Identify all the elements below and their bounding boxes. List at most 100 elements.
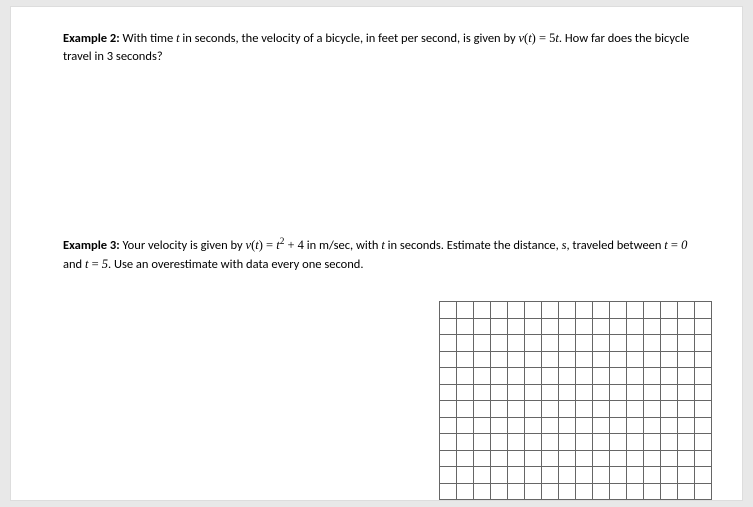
grid-cell bbox=[695, 450, 712, 467]
grid-cell bbox=[644, 483, 661, 500]
grid-cell bbox=[542, 351, 559, 368]
grid-cell bbox=[627, 434, 644, 451]
grid-cell bbox=[610, 335, 627, 352]
grid-cell bbox=[678, 467, 695, 484]
grid-cell bbox=[610, 483, 627, 500]
grid-cell bbox=[627, 483, 644, 500]
grid-cell bbox=[593, 467, 610, 484]
grid-cell bbox=[695, 318, 712, 335]
grid-cell bbox=[678, 483, 695, 500]
grid-cell bbox=[474, 335, 491, 352]
grid-cell bbox=[474, 318, 491, 335]
grid-cell bbox=[559, 401, 576, 418]
grid-cell bbox=[457, 335, 474, 352]
grid-cell bbox=[491, 368, 508, 385]
text-and: and bbox=[63, 257, 85, 272]
grid-cell bbox=[559, 467, 576, 484]
grid-cell bbox=[576, 450, 593, 467]
example-3-text-d: , traveled between bbox=[566, 238, 664, 253]
grid-cell bbox=[440, 302, 457, 319]
grid-cell bbox=[457, 434, 474, 451]
grid-cell bbox=[559, 434, 576, 451]
grid-cell bbox=[695, 434, 712, 451]
grid-cell bbox=[491, 483, 508, 500]
grid-cell bbox=[474, 467, 491, 484]
grid-cell bbox=[440, 335, 457, 352]
grid-cell bbox=[525, 351, 542, 368]
grid-cell bbox=[491, 417, 508, 434]
grid-cell bbox=[610, 318, 627, 335]
grid-cell bbox=[491, 351, 508, 368]
grid-cell bbox=[576, 335, 593, 352]
grid-cell bbox=[542, 335, 559, 352]
grid-cell bbox=[559, 302, 576, 319]
grid-cell bbox=[457, 401, 474, 418]
grid-cell bbox=[644, 384, 661, 401]
grid-cell bbox=[576, 467, 593, 484]
grid-cell bbox=[508, 434, 525, 451]
grid-cell bbox=[491, 450, 508, 467]
grid-cell bbox=[542, 368, 559, 385]
grid-cell bbox=[661, 417, 678, 434]
grid-cell bbox=[576, 318, 593, 335]
grid-cell bbox=[661, 368, 678, 385]
grid-cell bbox=[661, 483, 678, 500]
grid-cell bbox=[593, 417, 610, 434]
grid-cell bbox=[661, 434, 678, 451]
grid-cell bbox=[508, 467, 525, 484]
grid-cell bbox=[542, 417, 559, 434]
grid-cell bbox=[678, 318, 695, 335]
grid-cell bbox=[491, 318, 508, 335]
grid-cell bbox=[661, 302, 678, 319]
grid-cell bbox=[457, 351, 474, 368]
grid-cell bbox=[474, 401, 491, 418]
grid-cell bbox=[644, 318, 661, 335]
grid-cell bbox=[678, 450, 695, 467]
grid-cell bbox=[593, 434, 610, 451]
example-2-text-a: With time bbox=[120, 31, 176, 46]
grid-cell bbox=[440, 384, 457, 401]
grid-cell bbox=[576, 401, 593, 418]
grid-cell bbox=[661, 450, 678, 467]
grid-cell bbox=[457, 467, 474, 484]
grid-cell bbox=[661, 318, 678, 335]
rhs-plus-3: + 4 bbox=[284, 238, 304, 252]
grid-cell bbox=[525, 384, 542, 401]
grid-cell bbox=[440, 368, 457, 385]
grid-cell bbox=[559, 368, 576, 385]
grid-cell bbox=[457, 483, 474, 500]
grid-cell bbox=[440, 434, 457, 451]
grid-cell bbox=[508, 483, 525, 500]
grid-cell bbox=[678, 434, 695, 451]
grid-cell bbox=[610, 450, 627, 467]
grid-cell bbox=[457, 368, 474, 385]
grid-cell bbox=[542, 318, 559, 335]
grid-cell bbox=[576, 384, 593, 401]
grid-cell bbox=[576, 434, 593, 451]
grid-cell bbox=[593, 384, 610, 401]
grid-cell bbox=[678, 351, 695, 368]
example-2-text-b: in seconds, the velocity of a bicycle, i… bbox=[180, 31, 519, 46]
grid-cell bbox=[457, 417, 474, 434]
example-2: Example 2: With time t in seconds, the v… bbox=[63, 29, 690, 66]
grid-cell bbox=[508, 302, 525, 319]
grid-cell bbox=[457, 302, 474, 319]
graph-grid bbox=[439, 301, 712, 500]
grid-cell bbox=[508, 351, 525, 368]
grid-cell bbox=[695, 302, 712, 319]
grid-cell bbox=[491, 302, 508, 319]
grid-cell bbox=[525, 450, 542, 467]
grid-cell bbox=[644, 417, 661, 434]
grid-cell bbox=[644, 401, 661, 418]
grid-cell bbox=[661, 384, 678, 401]
grid-cell bbox=[678, 401, 695, 418]
grid-cell bbox=[610, 467, 627, 484]
grid-cell bbox=[474, 483, 491, 500]
grid-cell bbox=[627, 450, 644, 467]
grid-cell bbox=[610, 401, 627, 418]
grid-cell bbox=[576, 368, 593, 385]
grid-cell bbox=[593, 483, 610, 500]
example-3-text-a: Your velocity is given by bbox=[120, 238, 246, 253]
grid-cell bbox=[593, 368, 610, 385]
grid-cell bbox=[491, 434, 508, 451]
